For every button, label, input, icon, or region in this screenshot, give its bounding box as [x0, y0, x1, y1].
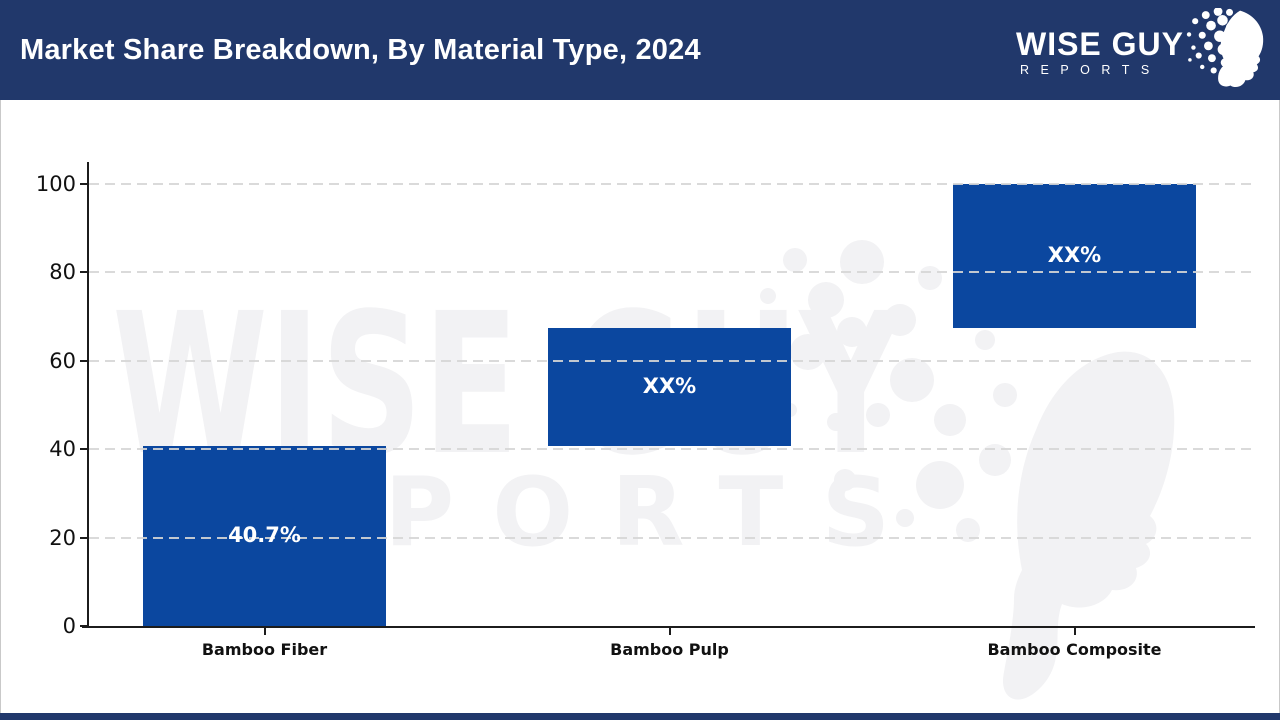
header-bar: Market Share Breakdown, By Material Type…	[0, 0, 1280, 100]
gridline-40	[89, 448, 1255, 451]
logo-wordmark: WISE GUY	[1015, 25, 1184, 62]
y-tick-label: 60	[49, 348, 76, 373]
gridline-60	[89, 359, 1255, 362]
gridline-100	[89, 183, 1255, 185]
y-tick-label: 0	[62, 614, 76, 638]
wise-guy-logo: WISE GUY REPORTS	[1016, 8, 1272, 96]
y-tick-mark	[80, 448, 88, 451]
gridline-80	[89, 271, 1255, 274]
logo-subtitle: REPORTS	[1019, 62, 1161, 77]
bar-value-label: XX%	[642, 373, 697, 398]
logo-head-icon	[1186, 8, 1264, 88]
y-axis-line	[87, 162, 89, 628]
page-title: Market Share Breakdown, By Material Type…	[20, 33, 701, 66]
bar-value-label: XX%	[1047, 242, 1102, 267]
x-tick-label: Bamboo Pulp	[610, 640, 729, 659]
footer-strip	[0, 713, 1280, 720]
y-tick-mark	[80, 359, 88, 362]
y-tick-mark	[80, 183, 88, 185]
bar-bamboo-fiber	[143, 446, 386, 626]
x-tick-label: Bamboo Fiber	[201, 640, 328, 659]
x-tick-mark	[1073, 627, 1076, 635]
y-tick-label: 80	[49, 260, 76, 285]
y-tick-label: 100	[35, 172, 76, 196]
x-axis-line	[82, 626, 1255, 628]
x-tick-label: Bamboo Composite	[987, 640, 1162, 659]
watermark-head-icon	[760, 227, 1175, 700]
bar-bamboo-pulp	[548, 327, 791, 447]
y-tick-mark	[80, 536, 88, 539]
bar-value-label: 40.7%	[228, 523, 301, 548]
bar-bamboo-composite	[953, 184, 1196, 328]
gridline-20	[89, 536, 1255, 539]
logo-text: WISE GUY REPORTS	[1016, 28, 1184, 77]
x-tick-mark	[668, 627, 671, 635]
y-tick-mark	[80, 271, 88, 274]
y-tick-label: 20	[49, 525, 76, 550]
y-tick-label: 40	[49, 437, 76, 462]
x-tick-mark	[263, 627, 266, 635]
